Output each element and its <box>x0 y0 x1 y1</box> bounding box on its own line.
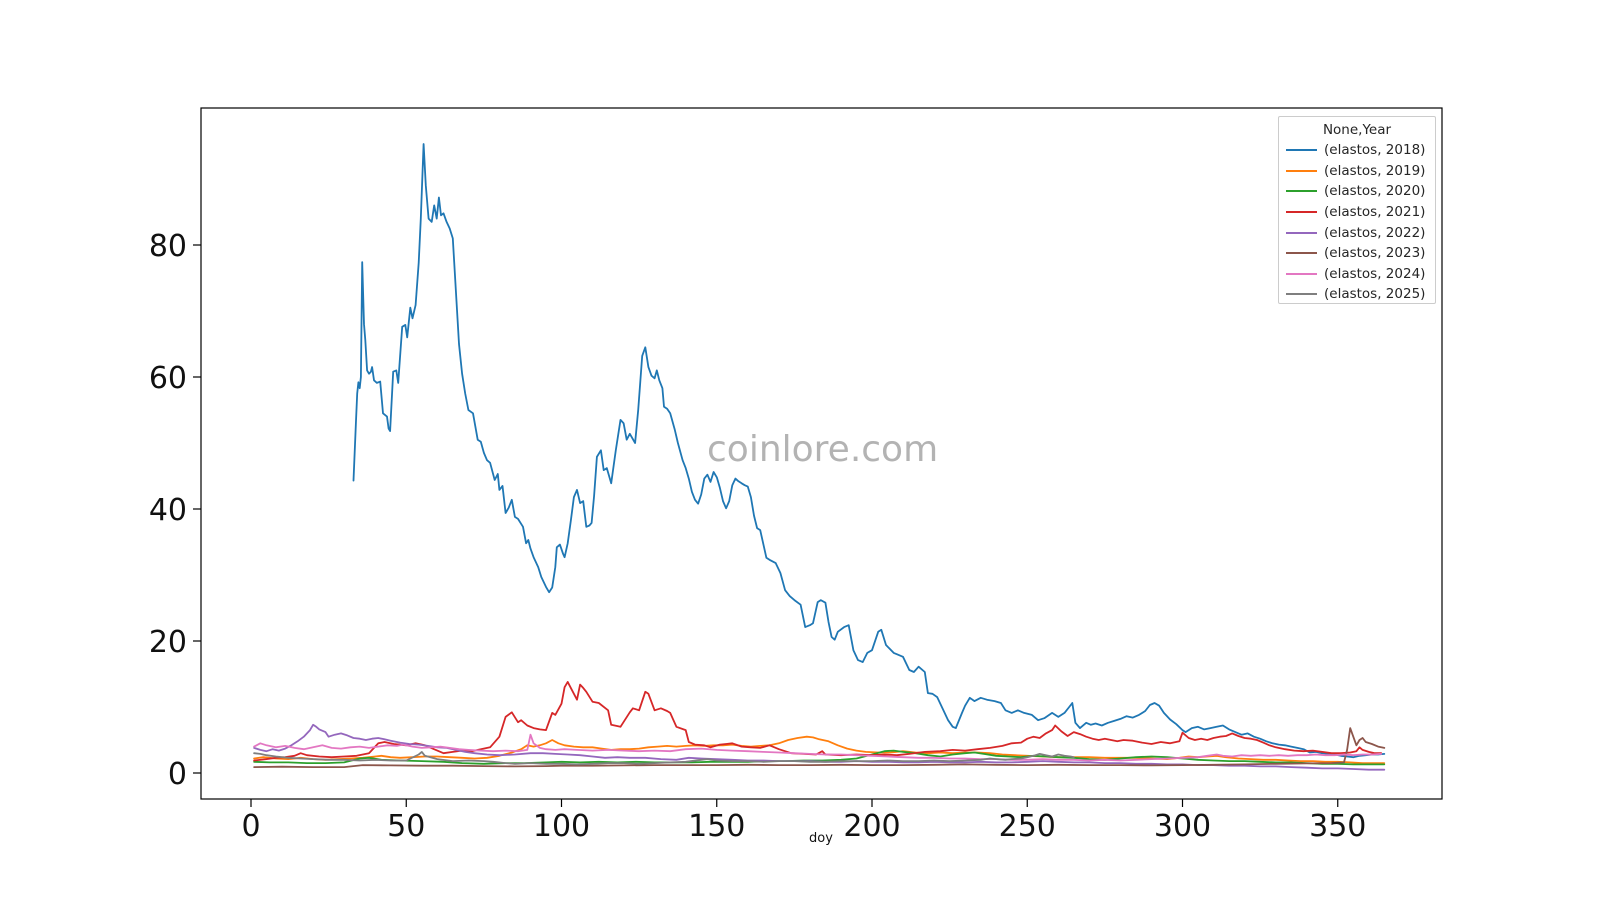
legend-swatch-2023 <box>1286 252 1317 255</box>
legend-label-2025: (elastos, 2025) <box>1324 286 1426 303</box>
series-line-2022 <box>253 723 1386 771</box>
legend-swatch-2024 <box>1286 272 1317 275</box>
legend-item-2024: (elastos, 2024) <box>1279 264 1435 285</box>
legend-label-2022: (elastos, 2022) <box>1324 224 1426 241</box>
plot-border <box>200 107 1443 800</box>
legend-label-2021: (elastos, 2021) <box>1324 204 1426 221</box>
series-line-2024 <box>253 733 1383 762</box>
y-tick-label: 40 <box>149 493 187 528</box>
x-tick-label: 50 <box>387 809 425 844</box>
x-axis-label: doy <box>809 831 833 846</box>
x-tick-label: 0 <box>241 809 260 844</box>
x-tick-label: 100 <box>533 809 590 844</box>
legend-swatch-2021 <box>1286 211 1317 214</box>
legend-item-2018: (elastos, 2018) <box>1279 140 1435 161</box>
legend-label-2020: (elastos, 2020) <box>1324 183 1426 200</box>
x-tick-label: 300 <box>1154 809 1211 844</box>
series-line-2020 <box>253 749 1386 766</box>
legend-swatch-2018 <box>1286 149 1317 152</box>
legend-label-2023: (elastos, 2023) <box>1324 245 1426 262</box>
y-tick-label: 80 <box>149 229 187 264</box>
legend-swatch-2019 <box>1286 169 1317 172</box>
series-line-2025 <box>253 751 1075 766</box>
x-tick-label: 250 <box>999 809 1056 844</box>
series-line-2018 <box>352 143 1386 759</box>
legend-item-2023: (elastos, 2023) <box>1279 243 1435 264</box>
legend-item-2022: (elastos, 2022) <box>1279 222 1435 243</box>
legend-item-2025: (elastos, 2025) <box>1279 284 1435 305</box>
legend: None,Year (elastos, 2018) (elastos, 2019)… <box>1278 116 1436 304</box>
series-line-2023 <box>253 727 1386 768</box>
y-tick-label: 20 <box>149 625 187 660</box>
y-tick-label: 0 <box>168 757 187 792</box>
x-tick-label: 350 <box>1309 809 1366 844</box>
series-line-2019 <box>253 735 1386 764</box>
legend-rows: (elastos, 2018) (elastos, 2019) (elastos, … <box>1279 140 1435 305</box>
legend-swatch-2020 <box>1286 190 1317 193</box>
legend-label-2024: (elastos, 2024) <box>1324 265 1426 282</box>
legend-item-2021: (elastos, 2021) <box>1279 202 1435 223</box>
legend-label-2018: (elastos, 2018) <box>1324 142 1426 159</box>
y-tick-label: 60 <box>149 361 187 396</box>
x-tick-label: 200 <box>843 809 900 844</box>
legend-swatch-2025 <box>1286 293 1317 296</box>
legend-title: None,Year <box>1322 122 1392 138</box>
watermark: coinlore.com <box>707 429 939 470</box>
legend-item-2019: (elastos, 2019) <box>1279 161 1435 182</box>
legend-label-2019: (elastos, 2019) <box>1324 162 1426 179</box>
legend-item-2020: (elastos, 2020) <box>1279 181 1435 202</box>
legend-swatch-2022 <box>1286 231 1317 234</box>
x-tick-label: 150 <box>688 809 745 844</box>
